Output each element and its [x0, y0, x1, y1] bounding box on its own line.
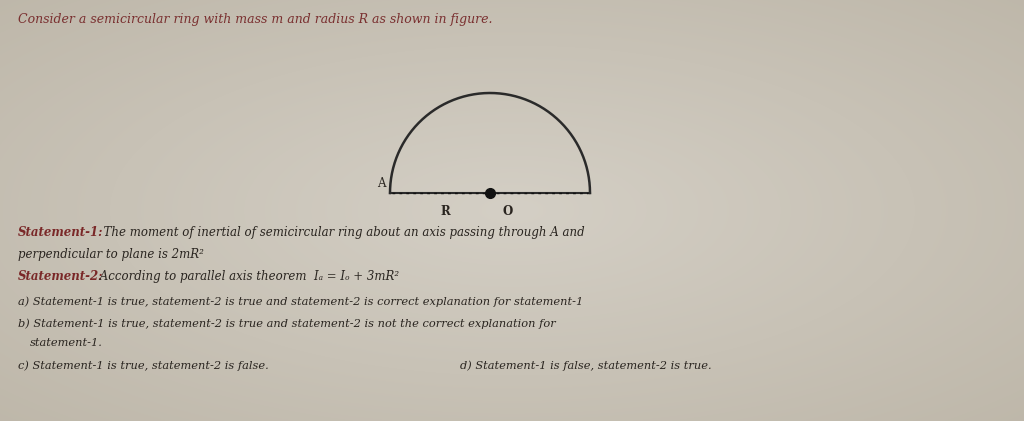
Text: statement-1.: statement-1. — [30, 338, 102, 348]
Text: b) Statement-1 is true, statement-2 is true and statement-2 is not the correct e: b) Statement-1 is true, statement-2 is t… — [18, 318, 556, 328]
Text: The moment of inertial of semicircular ring about an axis passing through A and: The moment of inertial of semicircular r… — [96, 226, 585, 239]
Text: O: O — [503, 205, 513, 218]
Text: Statement-1:: Statement-1: — [18, 226, 103, 239]
Text: A: A — [378, 177, 386, 190]
Text: c) Statement-1 is true, statement-2 is false.: c) Statement-1 is true, statement-2 is f… — [18, 360, 268, 370]
Text: d) Statement-1 is false, statement-2 is true.: d) Statement-1 is false, statement-2 is … — [460, 360, 712, 370]
Text: perpendicular to plane is 2mR²: perpendicular to plane is 2mR² — [18, 248, 204, 261]
Text: R: R — [440, 205, 450, 218]
Text: a) Statement-1 is true, statement-2 is true and statement-2 is correct explanati: a) Statement-1 is true, statement-2 is t… — [18, 296, 584, 306]
Text: Statement-2:: Statement-2: — [18, 270, 103, 283]
Text: According to parallel axis theorem  Iₐ = Iₒ + 3mR²: According to parallel axis theorem Iₐ = … — [96, 270, 399, 283]
Text: Consider a semicircular ring with mass m and radius R as shown in figure.: Consider a semicircular ring with mass m… — [18, 13, 493, 26]
